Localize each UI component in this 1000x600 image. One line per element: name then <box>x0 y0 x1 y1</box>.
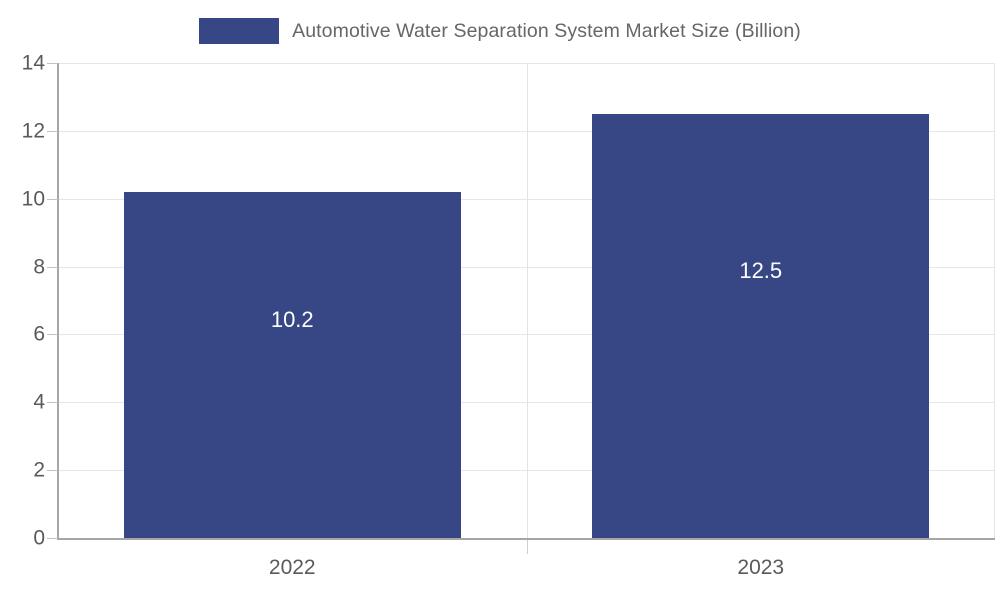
y-axis-tick-label: 4 <box>33 390 45 414</box>
y-axis-tick-label: 10 <box>21 187 45 211</box>
y-axis-tick <box>47 334 58 336</box>
plot-right-border <box>994 63 995 538</box>
y-axis-tick <box>47 470 58 472</box>
y-axis-tick <box>47 402 58 404</box>
legend-label: Automotive Water Separation System Marke… <box>292 19 801 42</box>
y-axis-tick <box>47 538 58 539</box>
y-axis-tick <box>47 63 58 64</box>
y-axis-tick-labels: 0 2 4 6 8 10 12 14 <box>0 0 45 600</box>
x-axis-tick-label: 2023 <box>737 556 785 579</box>
y-axis-spine <box>57 63 59 540</box>
y-axis-tick-label: 14 <box>21 51 45 75</box>
bar-2023[interactable] <box>592 113 930 538</box>
y-axis-tick-label: 12 <box>21 119 45 143</box>
x-axis-tick <box>526 540 528 554</box>
chart-legend: Automotive Water Separation System Marke… <box>0 14 1000 48</box>
y-axis-tick-label: 8 <box>33 255 45 279</box>
category-divider <box>526 63 528 538</box>
legend-color-swatch <box>199 18 280 44</box>
bar-2022[interactable] <box>123 191 461 538</box>
bar-value-label: 12.5 <box>739 257 783 283</box>
y-axis-tick <box>47 130 58 132</box>
y-axis-tick-label: 0 <box>33 526 45 550</box>
y-axis-tick <box>47 198 58 200</box>
y-axis-tick-label: 2 <box>33 458 45 482</box>
y-axis-tick <box>47 266 58 268</box>
x-axis-tick-label: 2022 <box>268 556 316 579</box>
bar-value-label: 10.2 <box>270 306 314 332</box>
plot-area: 10.2 12.5 <box>58 63 995 540</box>
y-axis-tick-label: 6 <box>33 322 45 346</box>
gridline <box>58 538 995 540</box>
